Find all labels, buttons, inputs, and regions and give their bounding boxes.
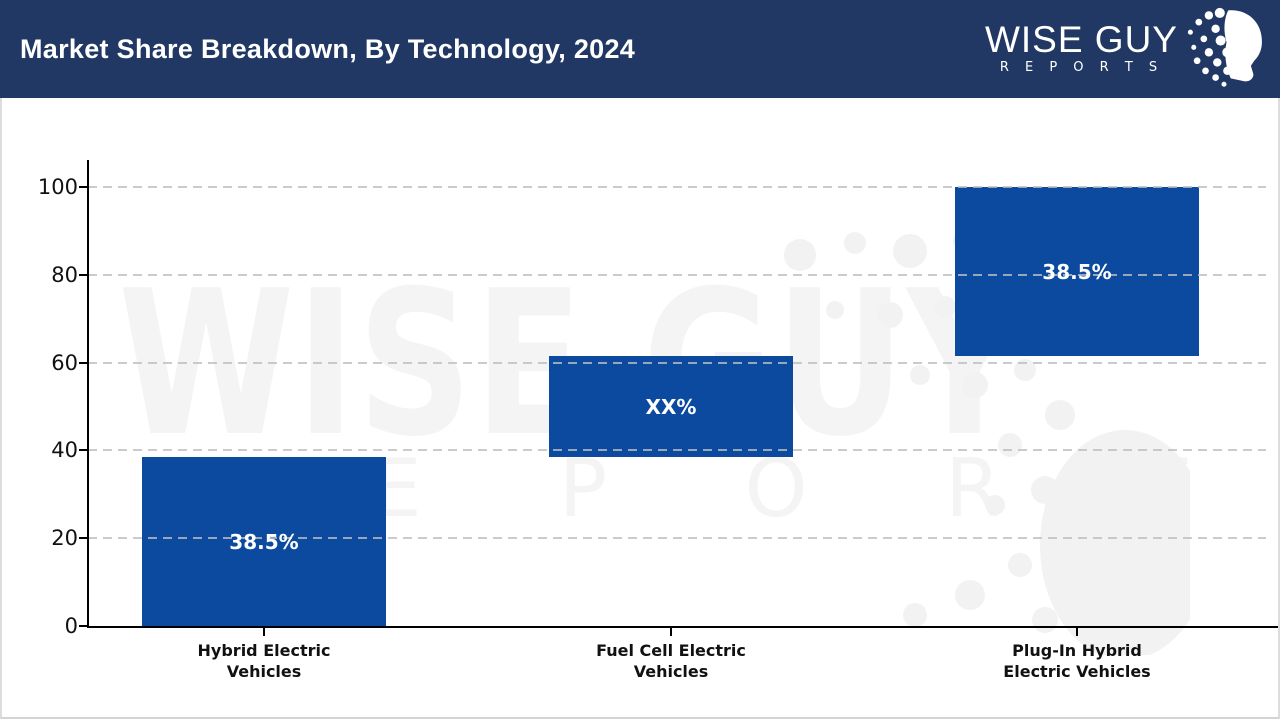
y-tick-label-40: 40 — [51, 438, 78, 462]
x-category-label-line: Hybrid Electric — [197, 641, 331, 660]
bar-value-label-plug-in-hybrid-electric-vehicles: 38.5% — [1042, 260, 1112, 284]
x-category-label-line: Electric Vehicles — [1003, 662, 1151, 681]
header-bar: Market Share Breakdown, By Technology, 2… — [0, 0, 1280, 98]
page-title: Market Share Breakdown, By Technology, 2… — [20, 33, 636, 64]
bar-value-label-fuel-cell-electric-vehicles: XX% — [645, 395, 697, 419]
logo-subtext: R E P O R T S — [999, 60, 1164, 75]
y-tick-mark-80 — [79, 274, 88, 276]
bar-value-label-hybrid-electric-vehicles: 38.5% — [229, 530, 299, 554]
y-tick-label-20: 20 — [51, 526, 78, 550]
x-category-label-fuel-cell-electric-vehicles: Fuel Cell Electric Vehicles — [511, 640, 831, 682]
logo-wordmark: WISE GUY — [984, 19, 1178, 60]
y-tick-label-80: 80 — [51, 263, 78, 287]
y-tick-mark-40 — [79, 449, 88, 451]
y-tick-mark-0 — [79, 625, 88, 627]
x-category-label-line: Plug-In Hybrid — [1012, 641, 1142, 660]
x-category-label-hybrid-electric-vehicles: Hybrid Electric Vehicles — [104, 640, 424, 682]
bar-hybrid-electric-vehicles — [142, 457, 386, 626]
x-tick-mark-plug-in-hybrid-electric-vehicles — [1076, 628, 1078, 636]
y-tick-label-60: 60 — [51, 351, 78, 375]
y-axis-line — [87, 160, 89, 628]
y-tick-label-100: 100 — [37, 175, 78, 199]
brand-logo-text: WISE GUY R E P O R T S — [985, 21, 1178, 77]
bar-fuel-cell-electric-vehicles — [549, 356, 793, 457]
y-tick-label-0: 0 — [64, 614, 78, 638]
x-category-label-line: Fuel Cell Electric — [596, 641, 746, 660]
x-category-label-line: Vehicles — [633, 662, 709, 681]
x-tick-mark-hybrid-electric-vehicles — [263, 628, 265, 636]
y-tick-mark-20 — [79, 537, 88, 539]
y-tick-mark-100 — [79, 186, 88, 188]
brand-logo: WISE GUY R E P O R T S — [985, 0, 1266, 98]
x-category-label-line: Vehicles — [226, 662, 302, 681]
y-tick-mark-60 — [79, 362, 88, 364]
x-category-label-plug-in-hybrid-electric-vehicles: Plug-In Hybrid Electric Vehicles — [917, 640, 1237, 682]
x-axis-line — [87, 626, 1278, 628]
x-tick-mark-fuel-cell-electric-vehicles — [670, 628, 672, 636]
logo-face-icon — [1187, 7, 1262, 87]
